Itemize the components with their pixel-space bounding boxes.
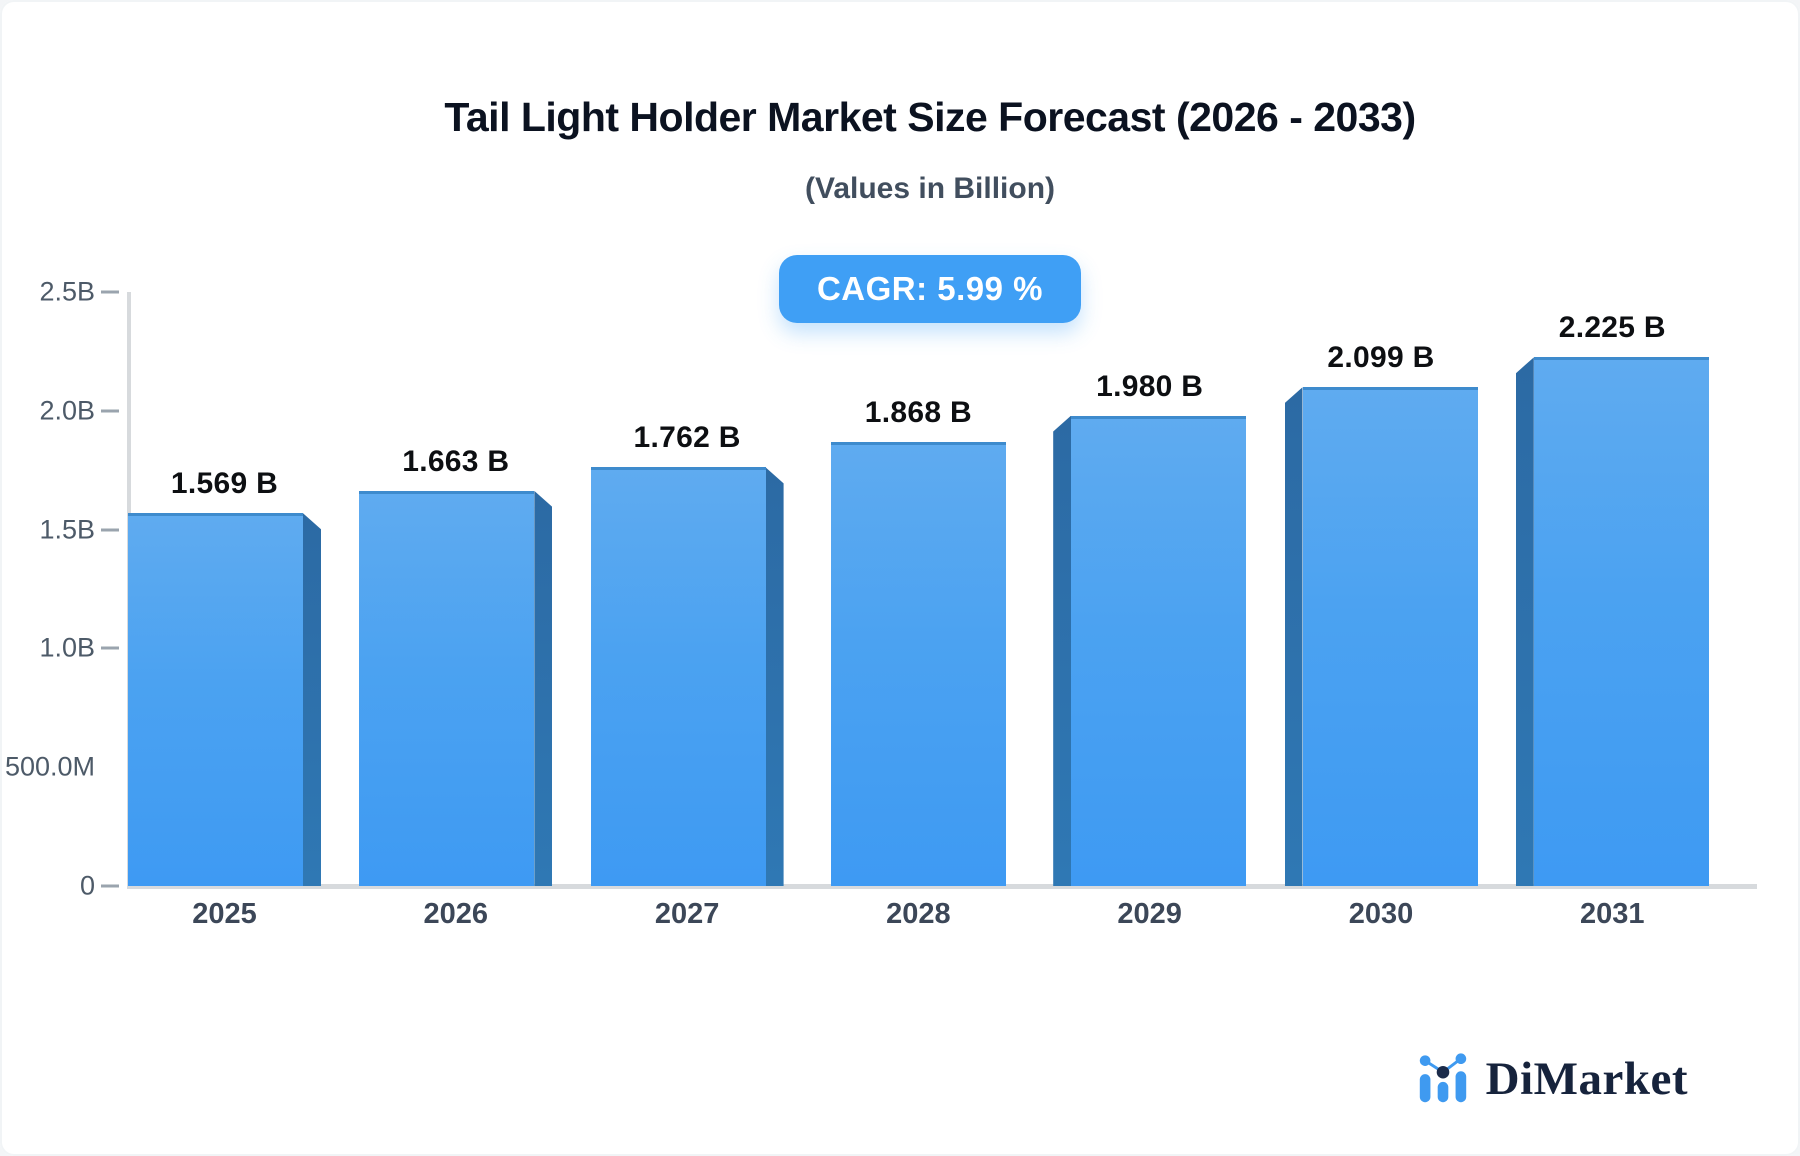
bar-face	[830, 442, 1006, 886]
y-tick-label: 2.5B	[39, 276, 95, 307]
bar-3d-side	[765, 467, 784, 886]
cagr-badge-row: CAGR: 5.99 %	[60, 255, 1800, 323]
bar-2028	[822, 442, 1015, 886]
bar-2030	[1284, 387, 1478, 886]
bar-face	[1533, 357, 1709, 886]
bar-3d-side	[1053, 415, 1072, 886]
y-tick-mark	[101, 409, 119, 413]
x-category-label: 2027	[654, 898, 720, 930]
bar-value-label: 1.762 B	[633, 421, 741, 455]
dimarket-logo: DiMarket	[1414, 1050, 1688, 1108]
bar-value-label: 1.569 B	[170, 467, 279, 501]
x-axis-baseline	[127, 884, 1757, 889]
bar-3d-side	[1515, 357, 1534, 886]
bar-3d-side	[1284, 387, 1303, 886]
bar-3d-side	[534, 490, 553, 886]
y-tick-label: 1.0B	[39, 632, 95, 663]
x-category-label: 2028	[886, 898, 951, 930]
y-tick-mark	[101, 884, 119, 888]
bar-face	[359, 490, 535, 886]
y-tick-label: 2.0B	[39, 395, 95, 426]
chart-subtitle: (Values in Billion)	[804, 172, 1056, 205]
bar-2026	[359, 490, 553, 886]
cagr-badge: CAGR: 5.99 %	[778, 255, 1082, 323]
bar-2027	[590, 467, 784, 886]
bar-face	[1071, 415, 1247, 886]
bar-2031	[1515, 357, 1709, 886]
bar-face	[128, 513, 303, 886]
y-tick-label: 1.5B	[39, 514, 95, 545]
bar-chart-logo-icon	[1419, 1053, 1466, 1103]
bar-face	[590, 467, 766, 886]
y-tick-mark	[101, 290, 119, 294]
bar-value-label: 2.099 B	[1327, 341, 1435, 375]
y-tick-mark	[101, 528, 119, 532]
bar-2029	[1053, 415, 1247, 886]
x-category-label: 2030	[1348, 898, 1414, 930]
bar-value-label: 1.980 B	[1096, 369, 1204, 403]
y-tick-label: 0	[79, 870, 95, 901]
bar-value-label: 1.868 B	[864, 396, 972, 430]
bar-value-label: 2.225 B	[1558, 311, 1666, 345]
bar-2025	[128, 513, 321, 886]
bar-face	[1302, 387, 1478, 886]
logo-text: DiMarket	[1485, 1053, 1688, 1105]
x-category-label: 2031	[1580, 898, 1645, 930]
x-category-label: 2025	[192, 898, 257, 930]
y-tick-label: 500.0M	[4, 751, 95, 782]
bar-3d-side	[303, 513, 321, 886]
bar-value-label: 1.663 B	[402, 444, 510, 478]
x-category-label: 2029	[1117, 898, 1182, 930]
x-category-label: 2026	[423, 898, 489, 930]
y-tick-mark	[101, 646, 119, 650]
chart-title: Tail Light Holder Market Size Forecast (…	[444, 94, 1416, 140]
